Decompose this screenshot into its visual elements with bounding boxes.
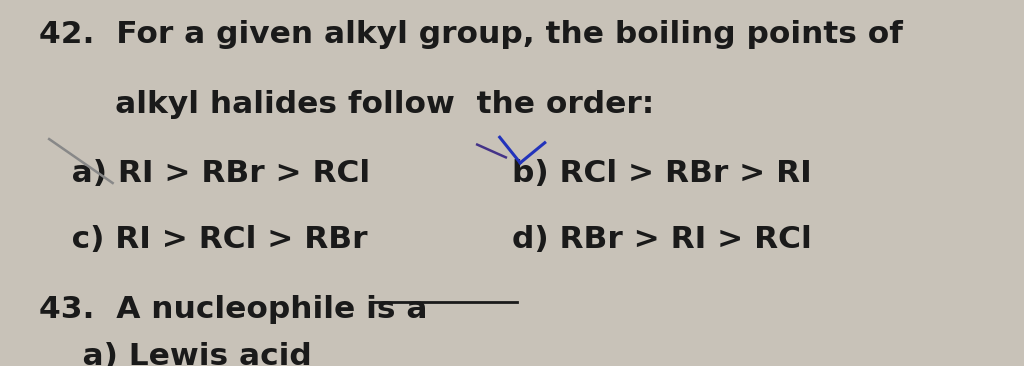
Text: alkyl halides follow  the order:: alkyl halides follow the order:: [39, 90, 654, 119]
Text: 42.  For a given alkyl group, the boiling points of: 42. For a given alkyl group, the boiling…: [39, 20, 903, 49]
Text: d) RBr > RI > RCl: d) RBr > RI > RCl: [512, 225, 812, 254]
Text: c) RI > RCl > RBr: c) RI > RCl > RBr: [39, 225, 368, 254]
Text: 43.  A nucleophile is a: 43. A nucleophile is a: [39, 295, 427, 324]
Text: a) RI > RBr > RCl: a) RI > RBr > RCl: [39, 159, 370, 188]
Text: b) RCl > RBr > RI: b) RCl > RBr > RI: [512, 159, 812, 188]
Text: a) Lewis acid: a) Lewis acid: [39, 342, 311, 366]
